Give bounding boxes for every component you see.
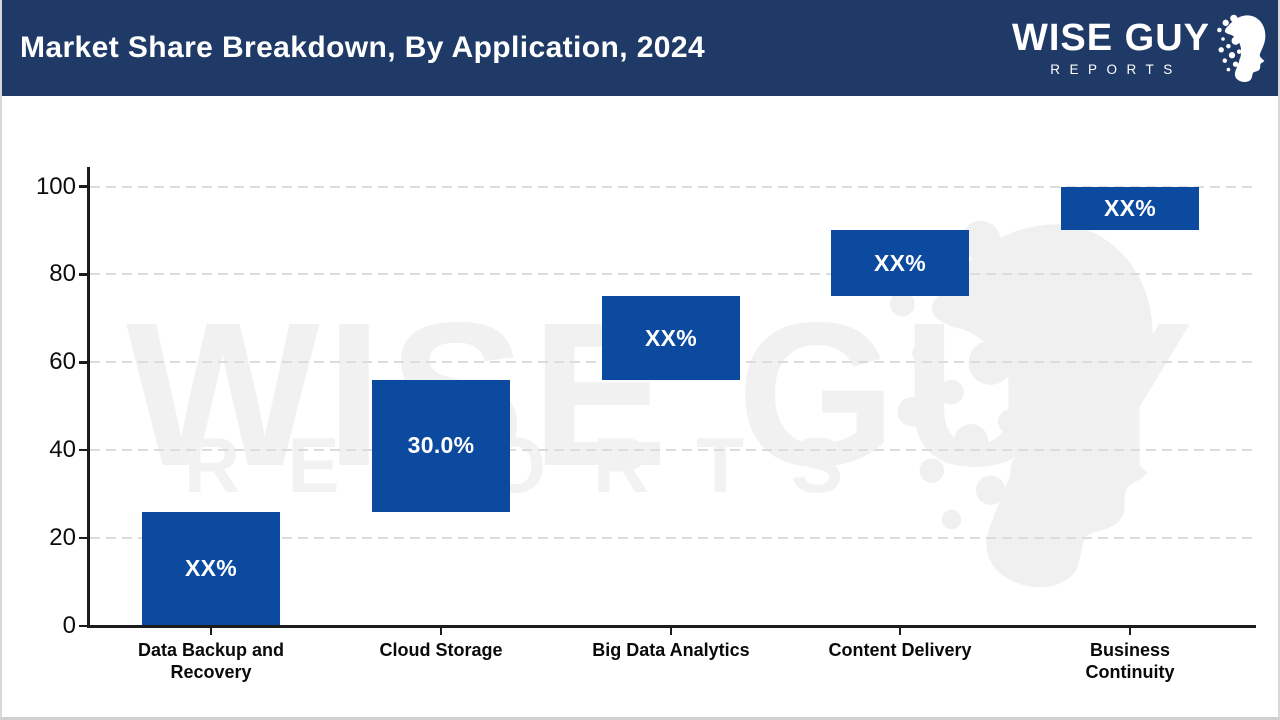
bar-value-label: XX%	[644, 324, 698, 351]
bar-segment: XX%	[831, 230, 969, 297]
y-tick-mark	[79, 361, 88, 364]
x-axis-label: Content Delivery	[828, 640, 972, 660]
logo-reports-text: REPORTS	[1050, 62, 1182, 77]
wiseguy-face-watermark	[872, 206, 1168, 598]
bar-segment: XX%	[602, 296, 740, 380]
bar-value-label: XX%	[1103, 194, 1157, 221]
x-axis-label: Data Backup and Recovery	[137, 640, 285, 682]
bar-segment: 30.0%	[372, 379, 510, 512]
x-tick-mark	[1128, 627, 1132, 635]
logo-wiseguy-text: WISE GUY	[1011, 17, 1210, 59]
y-tick-label: 80	[49, 260, 76, 288]
watermark-text-reports: REPORTS	[184, 421, 891, 509]
bar-value-label: XX%	[184, 555, 238, 582]
y-grid-line	[90, 537, 1255, 540]
y-grid-line	[90, 273, 1255, 276]
y-tick-label: 0	[62, 612, 76, 639]
y-tick-label: 20	[49, 524, 76, 552]
header-bar: Market Share Breakdown, By Application, …	[0, 0, 1280, 96]
y-tick-mark	[79, 536, 88, 540]
y-grid-line	[90, 185, 1255, 188]
x-axis-label: Cloud Storage	[379, 640, 503, 660]
x-axis-label: Business Continuity	[1085, 640, 1175, 682]
x-tick-mark	[898, 627, 902, 635]
y-axis-line	[87, 167, 90, 627]
x-axis-label: Big Data Analytics	[592, 640, 750, 660]
wiseguy-logo: WISE GUY REPORTS	[1012, 7, 1268, 89]
bar-segment: XX%	[1061, 186, 1199, 231]
y-tick-mark	[79, 273, 88, 276]
y-tick-mark	[79, 624, 88, 628]
chart-title: Market Share Breakdown, By Application, …	[20, 31, 706, 64]
y-tick-mark	[79, 185, 88, 188]
x-tick-mark	[439, 627, 443, 635]
y-tick-label: 60	[49, 348, 76, 376]
x-tick-mark	[209, 627, 213, 635]
x-tick-mark	[669, 627, 673, 635]
bar-segment: XX%	[142, 511, 280, 626]
y-tick-label: 40	[49, 436, 76, 464]
logo-text: WISE GUY REPORTS	[1012, 19, 1210, 77]
wiseguy-face-icon	[1214, 8, 1268, 88]
y-grid-line	[90, 449, 1255, 452]
y-tick-mark	[79, 448, 88, 452]
bar-value-label: XX%	[873, 249, 927, 276]
bar-value-label: 30.0%	[407, 432, 475, 459]
y-tick-label: 100	[35, 172, 76, 200]
x-axis-line	[87, 625, 1256, 628]
